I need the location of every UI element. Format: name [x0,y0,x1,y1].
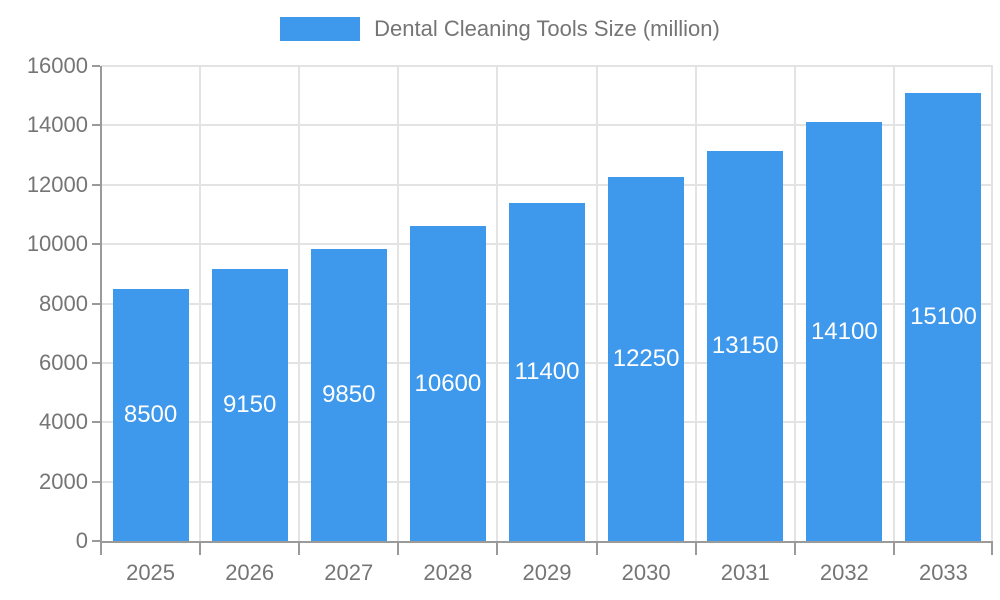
v-gridline [199,66,202,541]
legend: Dental Cleaning Tools Size (million) [0,15,1000,43]
bar[interactable]: 9850 [310,248,387,541]
y-axis-label: 16000 [26,53,88,78]
y-axis-label: 8000 [39,290,88,316]
x-axis-label: 2026 [225,560,275,585]
bar[interactable]: 8500 [112,288,189,541]
bar-value-label: 13150 [711,331,779,359]
bar-value-label: 12250 [612,345,680,373]
x-axis-label: 2029 [522,560,572,585]
x-tick-mark [199,541,202,555]
x-axis-label: 2031 [720,560,770,585]
y-axis-label: 2000 [39,468,88,494]
bar-value-label: 10600 [414,369,482,397]
y-axis-label: 12000 [26,171,88,197]
v-gridline [298,66,301,541]
y-axis-label: 6000 [39,349,88,375]
bar[interactable]: 15100 [905,92,982,541]
y-axis-line [100,66,102,555]
x-axis-label: 2027 [324,560,374,585]
y-tick-mark [92,421,100,424]
x-axis-label: 2028 [423,560,473,585]
legend-swatch [280,17,361,41]
x-tick-mark [397,541,400,555]
x-tick-mark [298,541,301,555]
y-tick-mark [92,302,100,305]
y-tick-mark [92,361,100,364]
bar-value-label: 11400 [514,357,580,385]
legend-title: Dental Cleaning Tools Size (million) [374,16,720,41]
y-tick-mark [92,480,100,483]
bar[interactable]: 12250 [608,177,685,541]
bar[interactable]: 13150 [707,150,784,541]
y-axis-label: 14000 [26,112,88,138]
x-axis-label: 2032 [819,560,869,585]
x-axis-line [100,541,993,543]
v-gridline [496,66,499,541]
h-gridline [101,124,993,127]
h-gridline [101,183,993,186]
y-axis-label: 4000 [39,409,88,435]
x-axis-label: 2033 [918,560,968,585]
y-tick-mark [92,540,100,542]
x-tick-mark [694,541,697,555]
bar[interactable]: 14100 [806,122,883,541]
v-gridline [892,66,895,541]
bar[interactable]: 9150 [211,269,288,541]
bar-value-label: 14100 [810,317,878,345]
v-gridline [793,66,796,541]
bar-value-label: 9150 [222,391,277,419]
x-axis-label: 2030 [621,560,671,585]
x-tick-mark [793,541,796,555]
bar[interactable]: 10600 [409,226,486,541]
bar-value-label: 15100 [910,302,977,330]
y-axis-label: 0 [75,528,88,553]
y-tick-mark [92,183,100,186]
v-gridline [694,66,697,541]
v-gridline [991,66,993,541]
plot-area: 8500 9150 9850 10600 11400 12250 13150 14100 151… [92,65,993,555]
bar-value-label: 9850 [322,380,376,408]
bar[interactable]: 11400 [509,202,585,541]
y-tick-mark [92,124,100,127]
x-tick-mark [496,541,499,555]
x-tick-mark [991,541,993,555]
y-tick-mark [92,65,100,67]
y-axis-label: 10000 [26,231,88,257]
x-tick-mark [892,541,895,555]
v-gridline [595,66,598,541]
h-gridline [101,65,993,67]
y-tick-mark [92,243,100,246]
v-gridline [397,66,400,541]
bar-value-label: 8500 [123,400,178,428]
legend-item[interactable]: Dental Cleaning Tools Size (million) [280,15,720,43]
x-axis-label: 2025 [126,560,176,585]
x-tick-mark [595,541,598,555]
